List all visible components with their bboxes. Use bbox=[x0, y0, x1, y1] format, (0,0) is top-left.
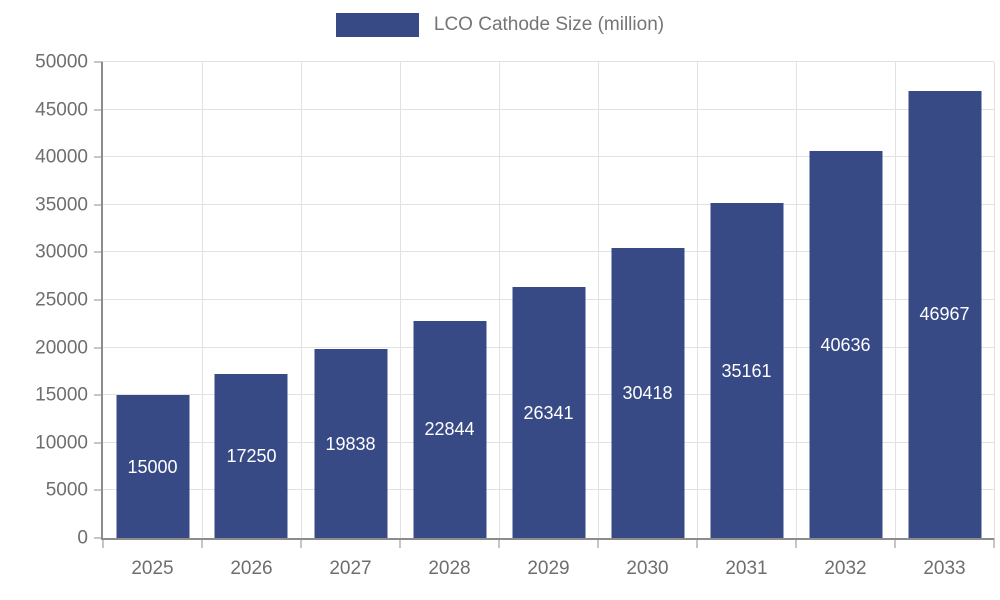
y-tick-label: 50000 bbox=[35, 51, 88, 73]
x-tick bbox=[498, 538, 500, 548]
legend-swatch bbox=[335, 13, 419, 37]
x-tick bbox=[201, 538, 203, 548]
y-tick-label: 15000 bbox=[35, 384, 88, 406]
x-tick bbox=[795, 538, 797, 548]
bar-value-label: 46967 bbox=[919, 304, 970, 325]
y-tick bbox=[94, 61, 103, 63]
y-tick-label: 25000 bbox=[35, 289, 88, 311]
v-gridline bbox=[796, 62, 797, 538]
x-tick-label: 2026 bbox=[230, 558, 273, 579]
y-tick-label: 5000 bbox=[45, 479, 88, 501]
bar: 35161 bbox=[710, 203, 783, 538]
bar: 30418 bbox=[611, 248, 684, 538]
x-tick bbox=[696, 538, 698, 548]
y-tick-label: 10000 bbox=[35, 432, 88, 454]
x-tick-label: 2032 bbox=[824, 558, 867, 579]
chart-legend[interactable]: LCO Cathode Size (million) bbox=[0, 13, 1000, 37]
y-tick bbox=[94, 489, 103, 491]
y-tick bbox=[94, 442, 103, 444]
y-tick bbox=[94, 394, 103, 396]
x-tick bbox=[399, 538, 401, 548]
bar-value-label: 40636 bbox=[820, 334, 871, 355]
x-tick-label: 2029 bbox=[527, 558, 570, 579]
bar: 40636 bbox=[809, 151, 882, 538]
x-tick-label: 2027 bbox=[329, 558, 372, 579]
h-gridline bbox=[103, 251, 994, 253]
v-gridline bbox=[895, 62, 896, 538]
y-tick bbox=[94, 109, 103, 111]
y-tick-label: 45000 bbox=[35, 99, 88, 121]
y-tick-label: 35000 bbox=[35, 194, 88, 216]
x-tick bbox=[597, 538, 599, 548]
h-gridline bbox=[103, 61, 994, 62]
x-tick-label: 2033 bbox=[923, 558, 966, 579]
bar-value-label: 19838 bbox=[325, 433, 376, 454]
y-tick bbox=[94, 537, 103, 539]
x-tick bbox=[894, 538, 896, 548]
bar: 26341 bbox=[512, 287, 585, 538]
x-tick bbox=[102, 538, 104, 548]
v-gridline bbox=[598, 62, 599, 538]
bar: 15000 bbox=[116, 395, 189, 538]
bar-value-label: 30418 bbox=[622, 383, 673, 404]
x-tick-label: 2025 bbox=[131, 558, 174, 579]
y-tick bbox=[94, 347, 103, 349]
y-tick-label: 40000 bbox=[35, 146, 88, 168]
bar-value-label: 26341 bbox=[523, 402, 574, 423]
x-tick-label: 2031 bbox=[725, 558, 768, 579]
y-tick-label: 0 bbox=[77, 527, 88, 549]
y-tick-label: 30000 bbox=[35, 241, 88, 263]
v-gridline bbox=[994, 62, 995, 538]
y-tick bbox=[94, 251, 103, 253]
bar: 22844 bbox=[413, 320, 486, 538]
h-gridline bbox=[103, 203, 994, 205]
y-tick bbox=[94, 204, 103, 206]
bar-value-label: 35161 bbox=[721, 360, 772, 381]
bar: 19838 bbox=[314, 349, 387, 538]
y-tick bbox=[94, 299, 103, 301]
bar: 17250 bbox=[214, 373, 288, 538]
x-tick bbox=[300, 538, 302, 548]
legend-label: LCO Cathode Size (million) bbox=[433, 14, 665, 35]
v-gridline bbox=[499, 62, 500, 538]
x-tick bbox=[993, 538, 995, 548]
x-tick-label: 2028 bbox=[428, 558, 471, 579]
x-tick-label: 2030 bbox=[626, 558, 669, 579]
h-gridline bbox=[103, 156, 994, 158]
v-gridline bbox=[399, 62, 401, 538]
bar: 46967 bbox=[908, 90, 981, 538]
y-tick-label: 20000 bbox=[35, 337, 88, 359]
v-gridline bbox=[301, 62, 302, 538]
bar-value-label: 15000 bbox=[127, 456, 178, 477]
y-tick bbox=[94, 156, 103, 158]
v-gridline bbox=[696, 62, 698, 538]
h-gridline bbox=[103, 108, 994, 110]
bar-value-label: 17250 bbox=[226, 445, 277, 466]
v-gridline bbox=[202, 62, 203, 538]
plot-area: 0 5000 10000 15000 20000 25000 30000 35000 40000… bbox=[35, 53, 995, 578]
bar-value-label: 22844 bbox=[424, 419, 475, 440]
